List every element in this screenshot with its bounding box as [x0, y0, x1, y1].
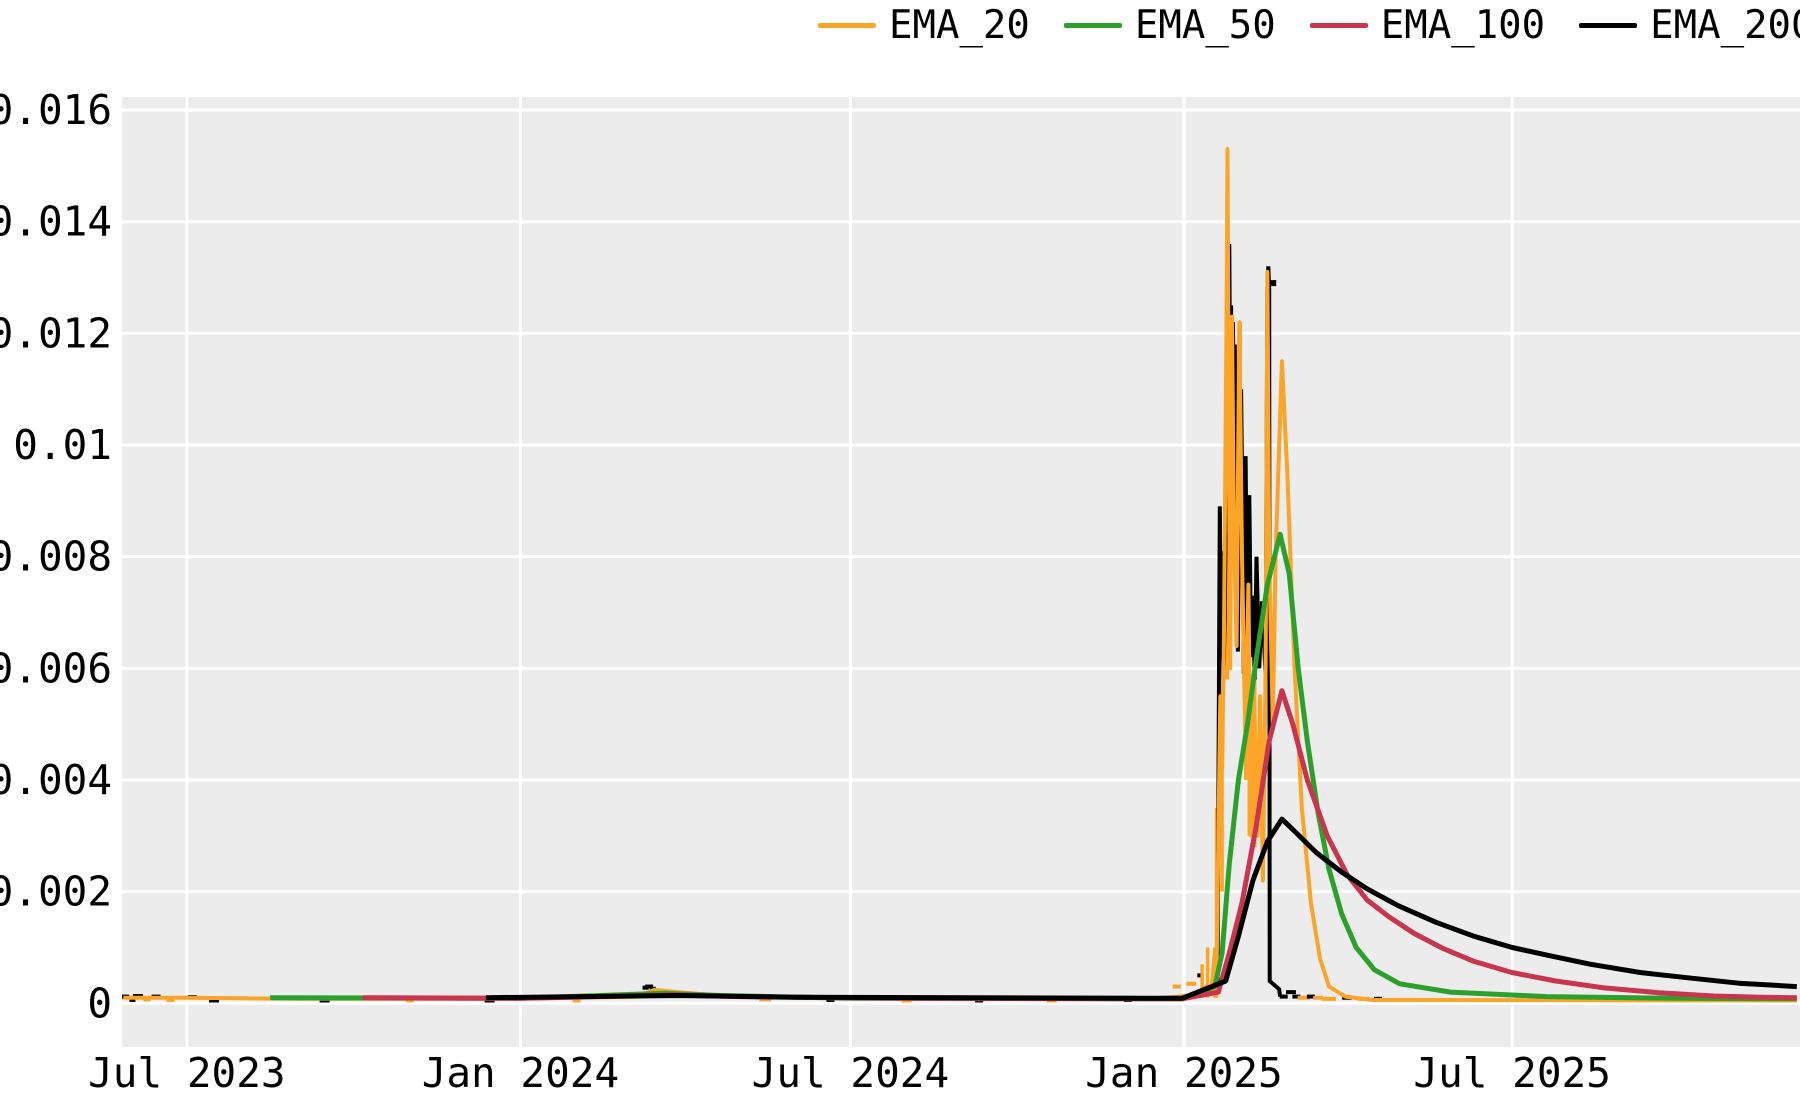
x-tick-label: Jul 2025: [1413, 1049, 1610, 1097]
legend-swatch-icon: [1579, 23, 1638, 28]
legend-item-ema_200: EMA_200: [1579, 6, 1800, 45]
legend-label: EMA_50: [1134, 3, 1276, 48]
legend-swatch-icon: [818, 23, 876, 28]
legend-swatch-icon: [1063, 23, 1122, 28]
legend-item-ema_100: EMA_100: [1309, 3, 1546, 48]
legend-item-ema_50: EMA_50: [1063, 3, 1276, 48]
legend-label: EMA_200: [1650, 3, 1800, 48]
y-tick-label: 0.014: [0, 198, 112, 246]
x-tick-label: Jul 2023: [88, 1049, 285, 1097]
y-tick-label: 0.004: [0, 756, 112, 804]
y-tick-label: 0: [87, 979, 112, 1027]
plot-layers: [122, 147, 1797, 1003]
legend-label: EMA_100: [1380, 3, 1546, 48]
series-EMA_200: [485, 816, 1797, 1001]
y-tick-label: 0.002: [0, 868, 112, 916]
y-tick-label: 0.008: [0, 533, 112, 581]
chart-legend: EMA_20 EMA_50 EMA_100 EMA_200: [818, 6, 1800, 45]
plot-area: [122, 97, 1800, 1047]
x-tick-label: Jan 2024: [422, 1049, 619, 1097]
legend-item-ema_20: EMA_20: [818, 6, 1030, 45]
x-tick-label: Jul 2024: [752, 1049, 949, 1097]
y-tick-label: 0.006: [0, 644, 112, 692]
y-tick-label: 0.016: [0, 86, 112, 134]
y-tick-label: 0.012: [0, 309, 112, 357]
legend-swatch-icon: [1309, 23, 1368, 28]
x-tick-label: Jan 2025: [1085, 1049, 1282, 1097]
y-tick-label: 0.01: [13, 421, 112, 469]
legend-label: EMA_20: [889, 3, 1030, 48]
